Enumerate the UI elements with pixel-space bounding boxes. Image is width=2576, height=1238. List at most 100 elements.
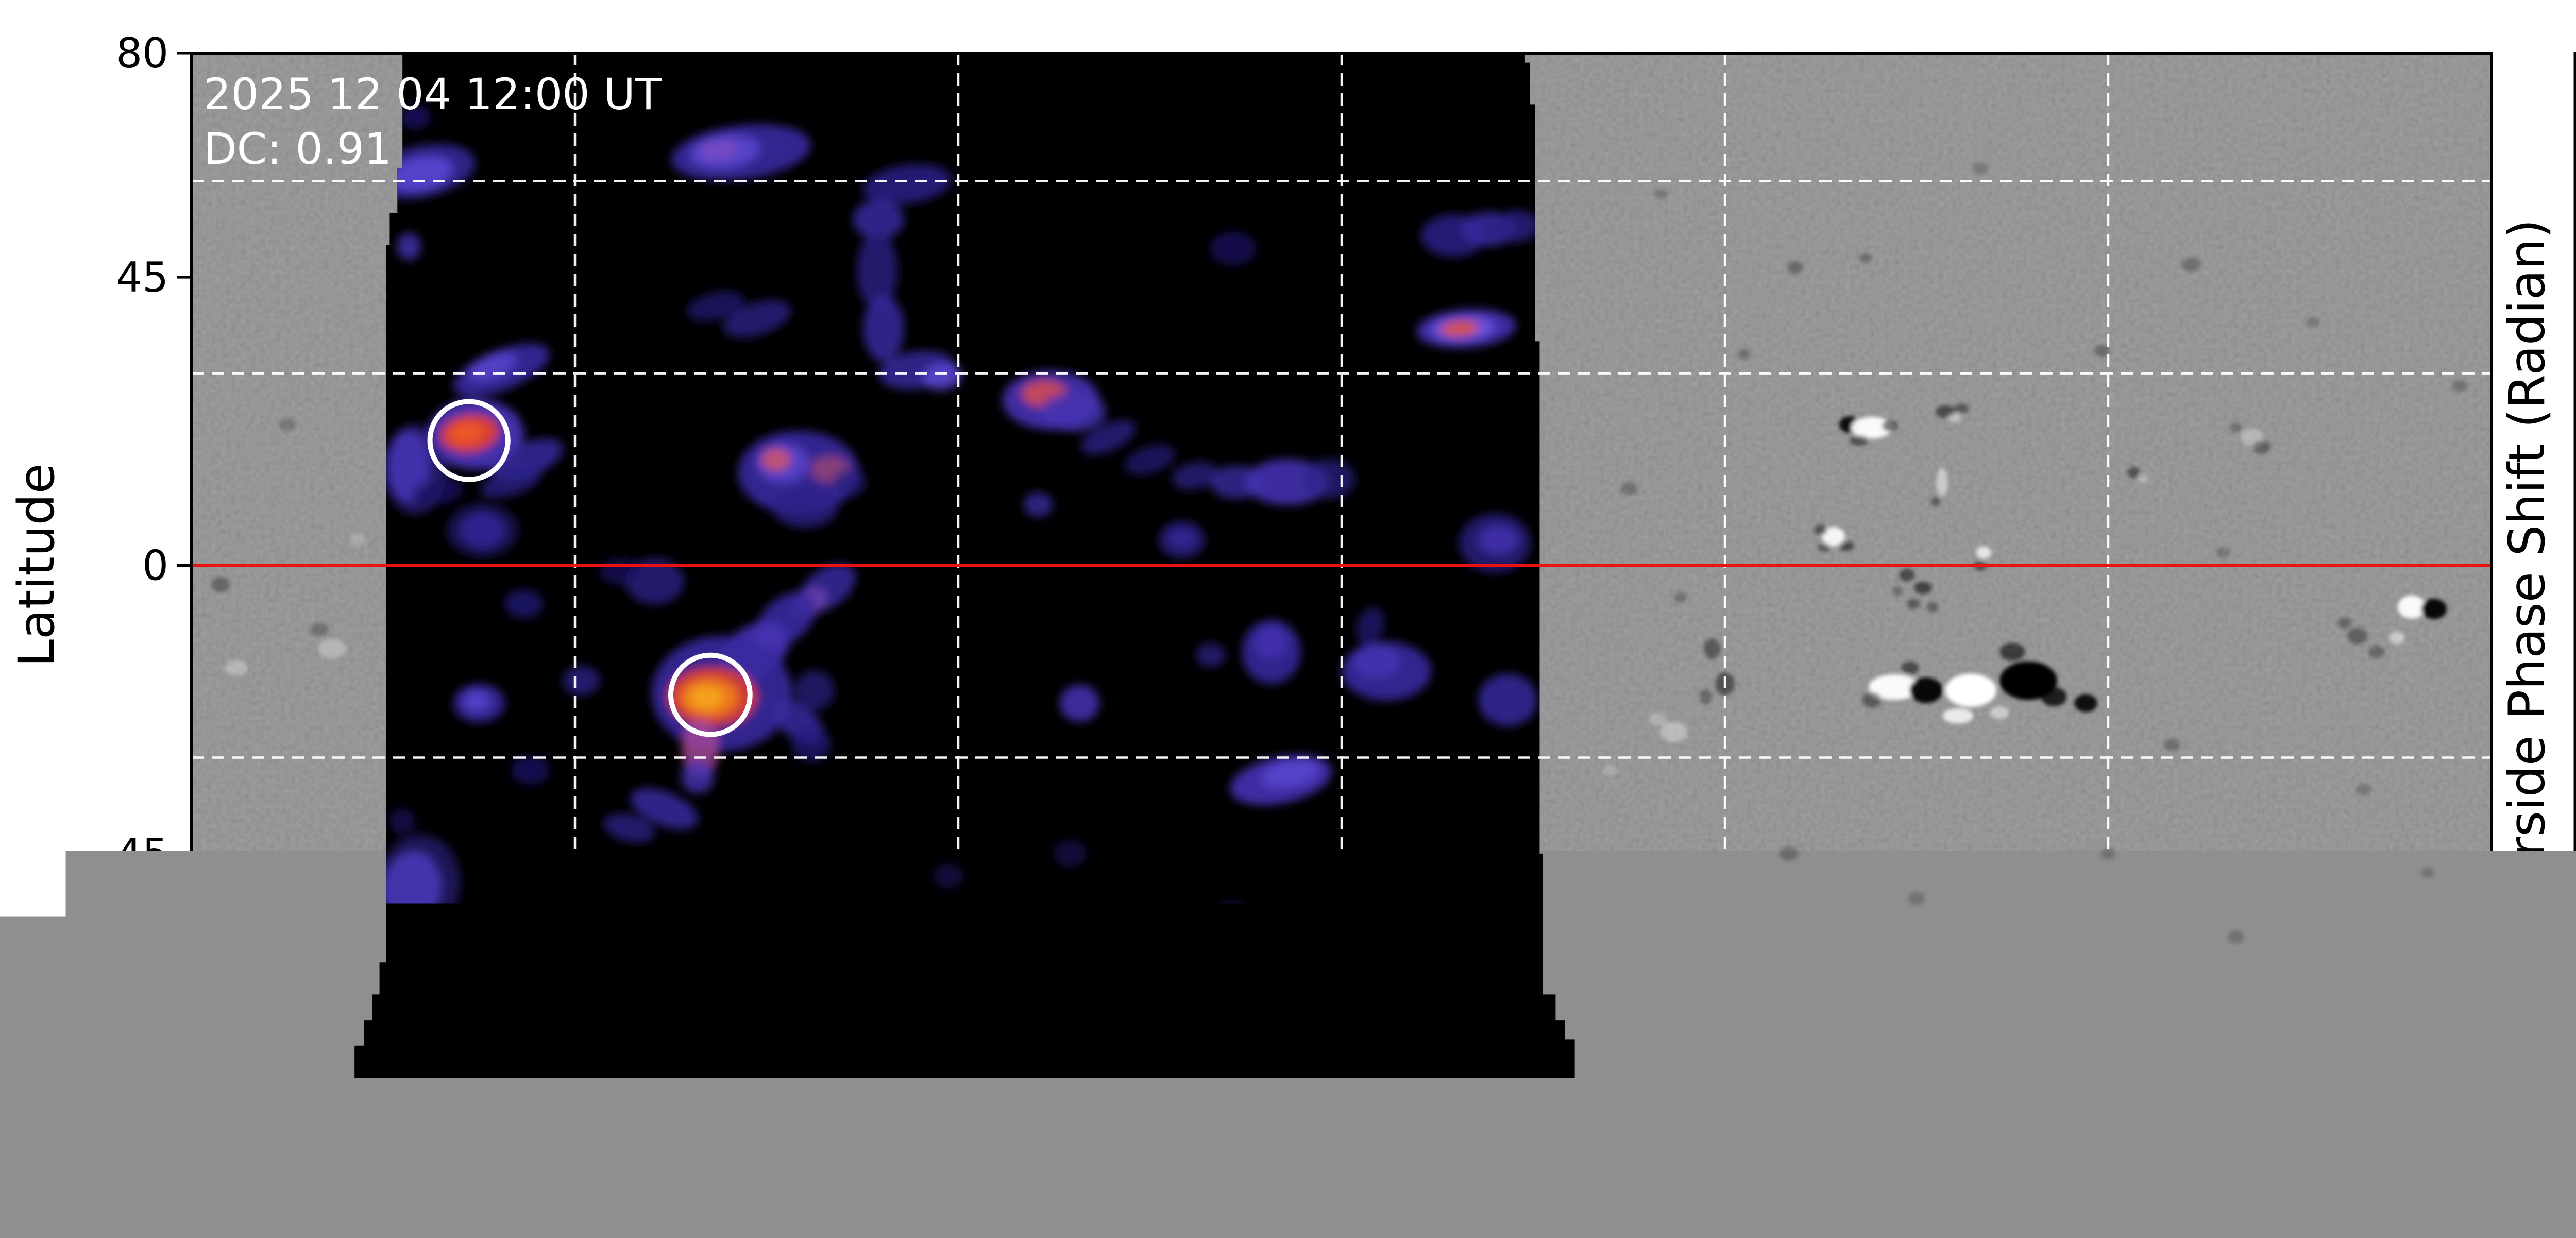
magnetogram-spot [1621,482,1637,495]
farside-blob [1496,210,1538,242]
magnetogram-spot [2389,632,2405,645]
magnetogram-spot [2421,599,2447,619]
magnetogram-spot [1901,662,1919,674]
farside-blob [681,760,714,793]
farside-blob [1302,459,1355,499]
x-tick-label: 300 [2069,1096,2148,1144]
magnetogram-spot [1602,765,1618,776]
farside-blob [1054,840,1087,867]
magnetogram-spot [2347,628,2368,644]
magnetogram-spot [1738,349,1751,359]
magnetogram-spot [1850,435,1869,446]
x-tick-label: 180 [1302,1096,1381,1144]
magnetogram-spot [350,533,366,546]
colorbar-farside-label: Farside Phase Shift (Radian) [2498,219,2556,911]
magnetogram-spot [279,418,296,431]
farside-blob [772,488,837,528]
magnetogram-spot [2421,868,2434,878]
farside-blob [447,503,518,557]
farside-blob [1354,645,1400,679]
magnetogram-spot [2228,930,2244,943]
magnetogram-spot [1882,420,1897,431]
magnetogram-spot [2230,422,2243,433]
magnetogram-spot [1945,674,1996,707]
magnetogram-spot [1862,692,1882,708]
magnetogram-spot [1699,689,1712,704]
magnetogram-spot [225,660,248,675]
farside-blob [1478,674,1537,726]
magnetogram-spot [1660,722,1688,742]
farside-blob [412,1046,470,1072]
farside-blob [1255,625,1287,659]
magnetogram-spot [1909,677,1942,703]
farside-blob [1023,493,1053,517]
farside-blob [1041,392,1106,432]
magnetogram-spot [1779,846,1798,860]
magnetogram-spot [2127,467,2140,478]
magnetogram-spot [1936,468,1947,497]
magnetogram-spot [2337,617,2351,629]
magnetogram-spot [2356,784,2371,795]
magnetogram-spot [2182,258,2201,272]
magnetogram-spot [1655,189,1668,199]
farside-blob [511,756,549,785]
farside-blob [833,469,866,496]
magnetogram-spot [1954,403,1969,414]
farside-blob [1196,643,1225,667]
magnetogram-spot [2368,646,2385,658]
magnetogram-spot [1907,599,1920,609]
magnetogram-spot [1973,163,1988,174]
farside-blob [1169,528,1195,547]
x-axis-label: Carrington Longitude [1080,1166,1604,1224]
y-axis-label: Latitude [8,463,65,667]
farside-blob [600,558,639,585]
x-tick-label: 240 [1686,1096,1765,1144]
magnetogram-spot [1788,261,1803,274]
y-tick-label: 80 [116,29,168,77]
magnetogram-spot [1818,543,1831,552]
farside-blob [1213,904,1253,931]
magnetogram-spot [1704,638,1720,659]
duty-cycle-label: DC: 0.91 [204,124,392,174]
magnetogram-spot [1839,541,1854,551]
magnetogram-spot [2164,738,2180,751]
magnetogram-spot [1927,602,1938,612]
magnetogram-spot [1674,592,1687,603]
farside-blob [563,666,600,696]
magnetogram-spot [1948,414,1961,422]
farside-blob [1478,525,1518,554]
farside-blob [863,295,904,362]
map-area [192,53,2492,1078]
farside-blob [505,590,543,618]
magnetogram-spot [2041,687,2067,706]
magnetogram-spot [1649,713,1667,725]
magnetogram-spot [2074,694,2097,712]
farside-blob [397,233,421,260]
magnetogram-spot [2252,440,2270,454]
nisp-logo-text: NISP [2327,981,2477,1045]
farside-blob [389,809,415,835]
farside-blob [761,448,791,471]
magnetogram-spot [1930,496,1941,506]
magnetogram-spot [1859,253,1872,263]
magnetogram-spot [1914,582,1932,595]
x-tick-label: 360 [2452,1096,2531,1144]
y-tick-label: -45 [101,830,168,878]
magnetogram-spot [1908,892,1925,905]
magnetogram-spot [1976,546,1991,559]
farside-blob [690,686,723,709]
magnetogram-spot [211,577,230,592]
y-tick-label: 45 [116,253,168,301]
magnetogram-spot [2216,547,2230,558]
y-tick-label: 0 [142,542,168,590]
farside-blob [1060,685,1099,722]
magnetogram-spot [1892,587,1903,596]
x-tick-label: 0 [179,1096,205,1144]
magnetogram-spot [1990,706,2009,719]
magnetogram-spot [2452,380,2467,392]
farside-blob [463,691,490,711]
farside-blob [482,1007,565,1033]
magnetogram-spot [1943,708,1974,724]
magnetogram-spot [2138,474,2148,483]
magnetogram-spot [318,639,347,658]
